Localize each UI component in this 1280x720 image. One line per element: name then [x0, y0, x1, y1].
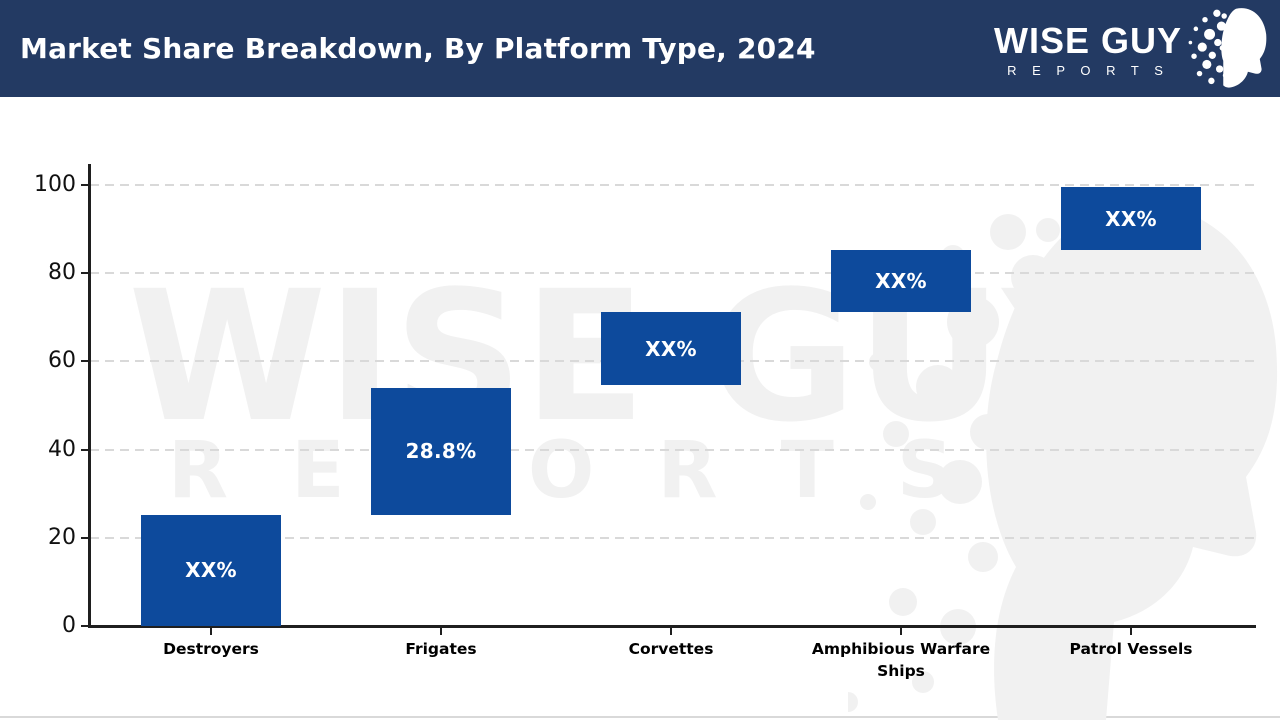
bar-value-label: XX%	[185, 558, 237, 583]
y-axis-tick-label: 100	[34, 172, 76, 197]
bar-value-label: 28.8%	[405, 439, 477, 464]
y-tickmark	[81, 272, 90, 275]
x-tickmark	[440, 627, 442, 635]
y-tickmark	[81, 625, 90, 627]
y-axis-tick-label: 40	[48, 436, 76, 462]
bar-value-label: XX%	[875, 268, 927, 293]
y-tickmark	[81, 184, 90, 186]
x-tickmark	[1130, 627, 1132, 635]
bar-amphibious-warfare-ships: XX%	[831, 249, 971, 312]
gridline	[90, 184, 1255, 186]
gridline	[90, 448, 1255, 451]
x-axis-category-label: Patrol Vessels	[1069, 640, 1193, 658]
x-tickmark	[900, 627, 902, 635]
y-axis-tick-label: 60	[48, 348, 76, 374]
bottom-border	[0, 716, 1280, 718]
header-bar: Market Share Breakdown, By Platform Type…	[0, 0, 1280, 97]
logo-face-icon	[1184, 4, 1268, 96]
brand-subtitle: R E P O R T S	[1007, 62, 1169, 78]
bar-value-label: XX%	[1105, 206, 1157, 231]
gridline	[90, 272, 1255, 275]
brand-name: WISE GUY	[993, 19, 1182, 61]
gridline	[90, 536, 1255, 539]
bar-value-label: XX%	[645, 336, 697, 361]
y-axis-tick-label: 80	[48, 260, 76, 286]
x-axis-category-label: Frigates	[405, 640, 477, 658]
y-tickmark	[81, 536, 90, 539]
brand-logo-text: WISE GUY R E P O R T S	[993, 19, 1182, 78]
x-axis-category-label: Corvettes	[628, 640, 714, 658]
y-tickmark	[81, 448, 90, 451]
x-axis-category-label: Amphibious Warfare Ships	[811, 640, 991, 681]
x-axis-category-label: Destroyers	[163, 640, 259, 658]
x-tickmark	[210, 627, 212, 635]
bar-corvettes: XX%	[601, 312, 741, 386]
y-tickmark	[81, 360, 90, 363]
page-title: Market Share Breakdown, By Platform Type…	[20, 32, 816, 65]
x-tickmark	[670, 627, 672, 635]
y-axis-tick-label: 20	[48, 524, 76, 550]
y-axis-tick-label: 0	[62, 613, 76, 638]
brand-logo: WISE GUY R E P O R T S	[994, 4, 1280, 96]
y-axis-line	[88, 164, 91, 628]
x-axis-line	[88, 625, 1256, 628]
bar-destroyers: XX%	[141, 514, 281, 626]
bar-patrol-vessels: XX%	[1061, 187, 1201, 250]
bar-frigates: 28.8%	[371, 387, 511, 515]
